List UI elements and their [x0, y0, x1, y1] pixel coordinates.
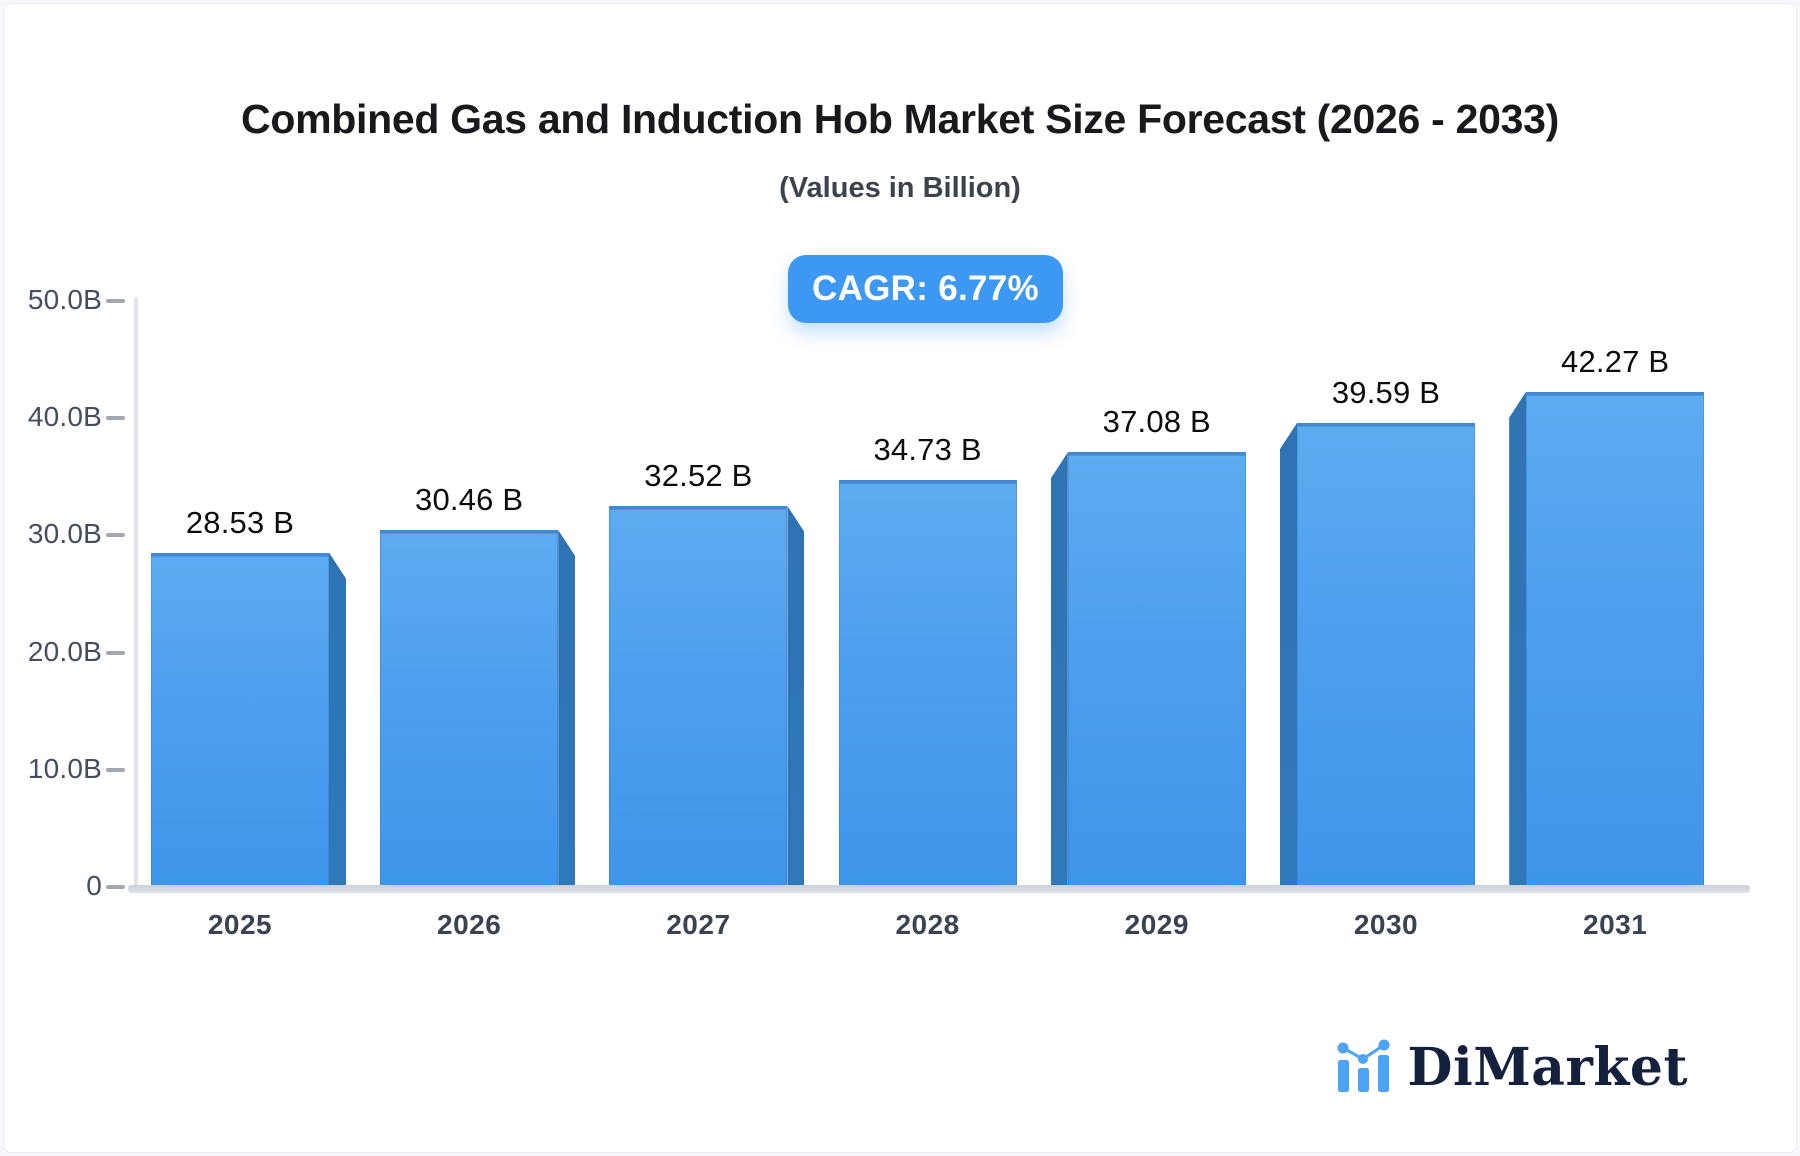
- bar-value-label: 42.27 B: [1561, 343, 1670, 379]
- y-tick-label: 50.0B: [27, 284, 102, 315]
- y-tick-mark: [106, 767, 125, 772]
- bar-3d-side: [1280, 423, 1297, 887]
- x-axis-label: 2026: [437, 909, 502, 940]
- bar-2028[interactable]: [838, 479, 1017, 887]
- cagr-badge: CAGR: 6.77%: [788, 255, 1063, 323]
- bar-3d-side: [329, 552, 346, 887]
- bar-3d-side: [558, 530, 576, 887]
- x-axis-label: 2028: [895, 909, 960, 940]
- y-tick-label: 40.0B: [27, 401, 102, 433]
- x-axis-label: 2030: [1353, 909, 1419, 940]
- chart-subtitle: (Values in Billion): [779, 172, 1021, 204]
- x-axis-baseline: [128, 885, 1750, 893]
- y-tick-label: 30.0B: [27, 518, 102, 550]
- bar-2029[interactable]: [1067, 452, 1246, 887]
- bar-value-label: 39.59 B: [1331, 375, 1441, 410]
- bar-value-label: 30.46 B: [415, 482, 524, 517]
- y-tick-mark: [106, 416, 125, 421]
- y-tick-label: 0: [86, 870, 102, 901]
- y-tick-label: 20.0B: [27, 635, 102, 667]
- y-tick-mark: [106, 533, 125, 538]
- y-tick-mark: [106, 299, 125, 303]
- bar-value-label: 32.52 B: [644, 457, 753, 493]
- bar-3d-side: [787, 505, 805, 887]
- x-axis-label: 2029: [1124, 909, 1189, 940]
- bar-3d-side: [1509, 391, 1527, 887]
- bar-3d-side: [1050, 452, 1068, 887]
- bar-value-label: 28.53 B: [185, 504, 295, 540]
- bar-2027[interactable]: [609, 505, 788, 887]
- chart-title: Combined Gas and Induction Hob Market Si…: [241, 96, 1559, 142]
- x-axis-label: 2027: [666, 909, 731, 940]
- y-axis-line: [134, 297, 138, 893]
- dimarket-bars-icon: [1335, 1038, 1393, 1097]
- x-axis-label: 2031: [1583, 909, 1648, 940]
- brand-logo-text: DiMarket: [1407, 1037, 1688, 1098]
- bar-value-label: 34.73 B: [873, 431, 982, 467]
- bar-2030[interactable]: [1297, 423, 1475, 887]
- bar-value-label: 37.08 B: [1102, 404, 1211, 440]
- x-axis-label: 2025: [207, 909, 273, 940]
- bar-2025[interactable]: [151, 552, 329, 887]
- brand-logo: DiMarket: [1335, 1037, 1688, 1098]
- y-tick-label: 10.0B: [27, 752, 102, 784]
- bar-2026[interactable]: [380, 530, 559, 887]
- y-tick-mark: [106, 885, 125, 889]
- bar-2031[interactable]: [1526, 391, 1705, 887]
- y-tick-mark: [106, 650, 125, 655]
